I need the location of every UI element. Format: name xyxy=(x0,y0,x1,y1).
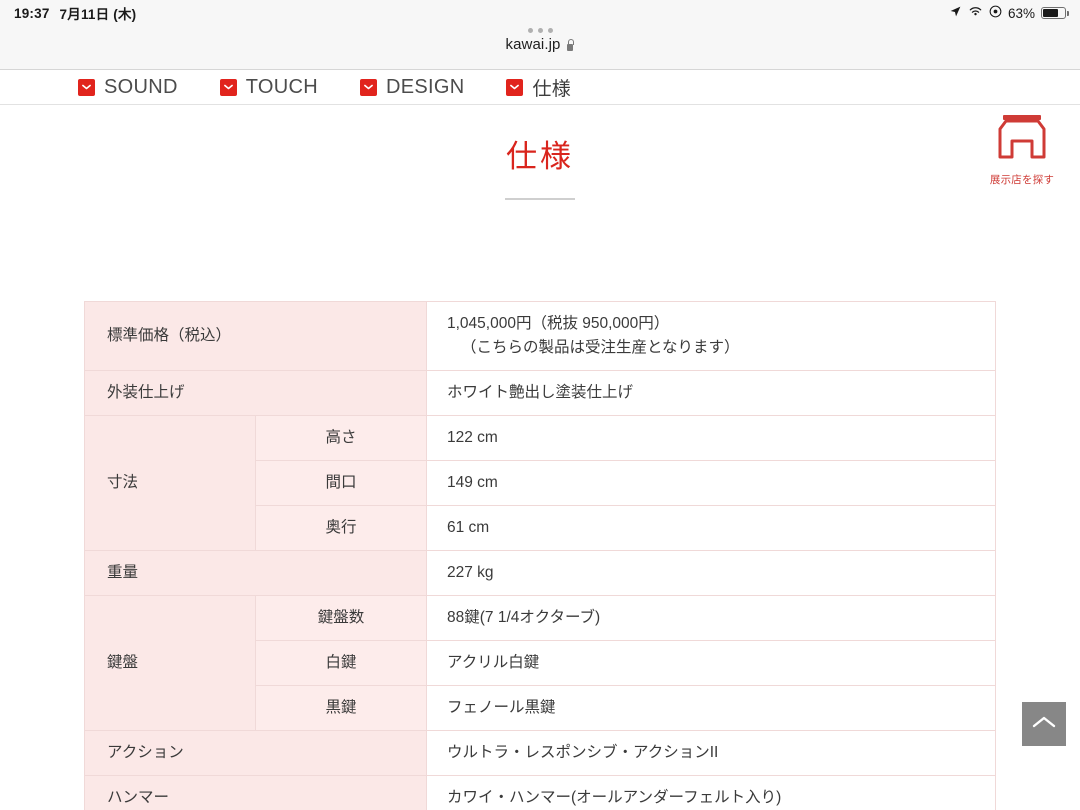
spec-value: 1,045,000円（税抜 950,000円） （こちらの製品は受注生産となりま… xyxy=(426,300,996,372)
spec-value: ウルトラ・レスポンシブ・アクションII xyxy=(426,730,996,777)
page-content: 仕様 展示店を探す 標準価格（税込） 1,045,000円（税抜 950,000… xyxy=(0,105,1080,810)
spec-value: 149 cm xyxy=(426,460,996,507)
spec-value: 61 cm xyxy=(426,505,996,552)
nav-item-label: DESIGN xyxy=(385,75,465,98)
table-row: 寸法 高さ 122 cm xyxy=(84,415,996,552)
nav-item-design[interactable]: DESIGN xyxy=(359,75,465,99)
spec-label: 寸法 xyxy=(84,415,256,552)
spec-sublabel: 間口 xyxy=(255,460,427,507)
table-row: 鍵盤 鍵盤数 88鍵(7 1/4オクターブ) xyxy=(84,595,996,732)
nav-item-sound[interactable]: SOUND xyxy=(78,76,178,99)
status-bar-left: 19:37 7月11日 (木) xyxy=(14,3,136,23)
page-title: 仕様 xyxy=(506,139,574,174)
chevron-down-icon xyxy=(506,78,524,96)
table-row: ハンマー カワイ・ハンマー(オールアンダーフェルト入り) xyxy=(84,775,996,810)
spec-value: 88鍵(7 1/4オクターブ) xyxy=(426,595,996,642)
spec-label: 標準価格（税込） xyxy=(84,300,427,372)
browser-url-bar[interactable]: kawai.jp xyxy=(0,26,1080,70)
table-row: 白鍵 アクリル白鍵 xyxy=(85,640,996,687)
ios-status-bar: 19:37 7月11日 (木) 63% xyxy=(0,0,1080,26)
table-row: アクション ウルトラ・レスポンシブ・アクションII xyxy=(84,730,996,777)
find-showroom-label: 展示店を探す xyxy=(989,174,1055,186)
three-dots-icon xyxy=(527,28,553,33)
storefront-icon xyxy=(976,112,1068,167)
url-text: kawai.jp xyxy=(505,36,561,53)
spec-table-container: 標準価格（税込） 1,045,000円（税抜 950,000円） （こちらの製品… xyxy=(84,300,996,810)
battery-percent-label: 63% xyxy=(1007,5,1035,21)
spec-value-line2: （こちらの製品は受注生産となります） xyxy=(461,339,740,357)
spec-value: カワイ・ハンマー(オールアンダーフェルト入り) xyxy=(426,775,996,810)
nav-item-label: TOUCH xyxy=(245,75,318,98)
chevron-down-icon xyxy=(359,78,377,96)
find-showroom-link[interactable]: 展示店を探す xyxy=(976,112,1068,187)
spec-value: ホワイト艶出し塗装仕上げ xyxy=(426,370,996,417)
spec-label: 重量 xyxy=(84,550,427,597)
spec-label: 外装仕上げ xyxy=(84,370,427,417)
spec-label: 鍵盤 xyxy=(84,595,256,732)
nav-item-spec[interactable]: 仕様 xyxy=(506,74,571,101)
do-not-disturb-icon xyxy=(989,5,1002,21)
table-row: 標準価格（税込） 1,045,000円（税抜 950,000円） （こちらの製品… xyxy=(84,300,996,372)
chevron-down-icon xyxy=(78,78,95,96)
spec-value: フェノール黒鍵 xyxy=(426,685,996,732)
site-nav: SOUND TOUCH DESIGN 仕様 xyxy=(0,70,1080,105)
url-row[interactable]: kawai.jp xyxy=(506,36,575,53)
wifi-icon xyxy=(968,5,983,21)
chevron-up-icon xyxy=(1032,715,1056,734)
back-to-top-button[interactable] xyxy=(1022,702,1066,746)
spec-sublabel: 鍵盤数 xyxy=(255,595,427,642)
nav-item-touch[interactable]: TOUCH xyxy=(219,75,318,99)
title-divider xyxy=(505,198,575,200)
location-arrow-icon xyxy=(949,5,962,21)
status-bar-date: 7月11日 (木) xyxy=(59,7,137,22)
spec-value: 227 kg xyxy=(426,550,996,597)
spec-value: アクリル白鍵 xyxy=(426,640,996,687)
spec-sublabel: 高さ xyxy=(255,415,427,462)
table-row: 奥行 61 cm xyxy=(85,505,996,552)
spec-table: 標準価格（税込） 1,045,000円（税抜 950,000円） （こちらの製品… xyxy=(84,300,996,810)
spec-value-line1: 1,045,000円（税抜 950,000円） xyxy=(447,315,670,332)
spec-label: アクション xyxy=(84,730,427,777)
spec-label: ハンマー xyxy=(84,775,427,810)
nav-item-label: SOUND xyxy=(104,75,178,98)
status-bar-time: 19:37 xyxy=(14,5,50,21)
chevron-down-icon xyxy=(219,78,237,96)
status-bar-right: 63% xyxy=(949,5,1069,21)
spec-sublabel: 奥行 xyxy=(255,505,427,552)
spec-value: 122 cm xyxy=(426,415,996,462)
spec-sublabel: 白鍵 xyxy=(255,640,427,687)
table-row: 重量 227 kg xyxy=(84,550,996,597)
table-row: 外装仕上げ ホワイト艶出し塗装仕上げ xyxy=(84,370,996,417)
spec-sublabel: 黒鍵 xyxy=(255,685,427,732)
battery-icon xyxy=(1041,7,1069,19)
nav-item-label: 仕様 xyxy=(532,78,572,100)
lock-icon xyxy=(566,39,575,51)
